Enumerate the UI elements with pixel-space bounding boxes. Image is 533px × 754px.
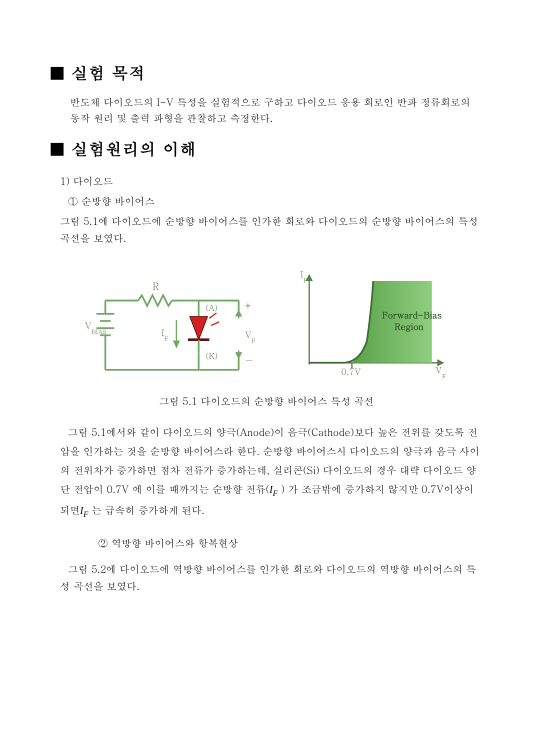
label-VF: VF	[244, 329, 255, 345]
para-forward-intro: 그림 5.1에 다이오드에 순방향 바이어스를 인가한 회로와 다이오드의 순방…	[60, 213, 483, 247]
sub-reverse-bias: ② 역방향 바이어스와 항복현상	[98, 535, 483, 551]
circuit-diagram: R VBIAS (A) (K) IF VF + −	[82, 265, 262, 385]
label-IF: IF	[161, 327, 168, 343]
header-purpose: ■ 실험 목적	[50, 60, 483, 86]
sub-forward-bias: ① 순방향 바이어스	[68, 193, 483, 209]
curve-IF-label: IF	[300, 269, 307, 285]
figure-caption-5-1: 그림 5.1 다이오드의 순방향 바이어스 특성 곡선	[50, 393, 483, 409]
label-minus: −	[244, 353, 253, 368]
label-K: (K)	[205, 351, 217, 362]
label-vbias: VBIAS	[84, 320, 106, 336]
curve-region-1: Forward-Bias	[382, 310, 442, 322]
iv-curve: IF VF 0.7V Forward-Bias Region	[282, 265, 452, 385]
para-reverse-intro: 그림 5.2에 다이오드에 역방향 바이어스를 인가한 회로와 다이오드의 역방…	[60, 561, 483, 595]
curve-region-2: Region	[394, 321, 423, 333]
curve-thresh: 0.7V	[341, 366, 361, 378]
curve-VF-label: VF	[435, 365, 446, 381]
intro-text: 반도체 다이오드의 I-V 특성을 실험적으로 구하고 다이오드 응용 회로인 …	[70, 94, 483, 126]
label-R: R	[152, 279, 159, 293]
header-principle: ■ 실험원리의 이해	[50, 136, 483, 162]
label-A: (A)	[205, 303, 217, 314]
sub-diode: 1) 다이오드	[60, 173, 483, 189]
para-forward-explain: 그림 5.1에서와 같이 다이오드의 양극(Anode)이 음극(Cathode…	[60, 423, 483, 522]
figure-5-1: R VBIAS (A) (K) IF VF + −	[50, 265, 483, 385]
label-plus: +	[244, 299, 252, 313]
